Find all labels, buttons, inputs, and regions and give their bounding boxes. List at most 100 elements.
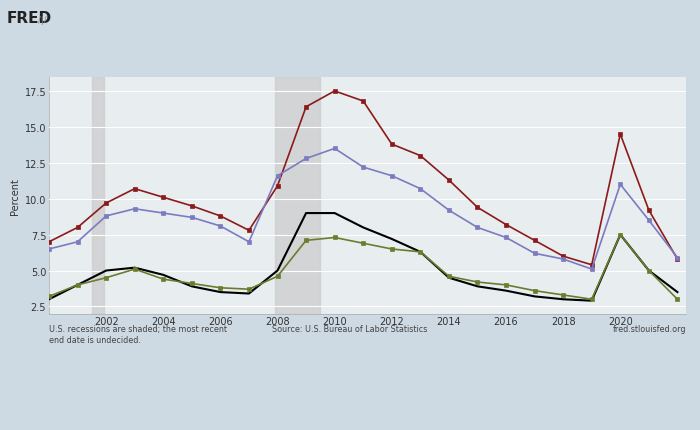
Unemployment Rate - 20 Yrs. & Over, Black or African American Men [388, 142, 396, 147]
Unemployment Rate - 20 Yrs. & Over, Black or African American Women [74, 283, 82, 288]
Unemployment Rate - 20 Yrs. & Over, Black or African American Men [330, 89, 339, 94]
Line: Unemployment Rate - 20 Yrs. & Over, Black or African American Men: Unemployment Rate - 20 Yrs. & Over, Blac… [47, 89, 680, 267]
Unemployment Rate - 20 Yrs. & Over, White Men [616, 233, 624, 238]
Unemployment Rate - 20 Yrs. & Over, White Men [473, 284, 482, 289]
Unemployment Rate - 20 Yrs. & Over, Black or African American Men [159, 195, 167, 200]
Unemployment Rate - 20 Yrs. & Over, Black or African American Women [502, 283, 510, 288]
Unemployment Rate - 20 Yrs. & Over, White Women [159, 211, 167, 216]
Unemployment Rate - 20 Yrs. & Over, White Women [502, 235, 510, 240]
Text: /|/: /|/ [38, 16, 47, 25]
Unemployment Rate - 20 Yrs. & Over, White Men [330, 211, 339, 216]
Unemployment Rate - 20 Yrs. & Over, White Women [273, 174, 281, 179]
Unemployment Rate - 20 Yrs. & Over, White Men [74, 283, 82, 288]
Unemployment Rate - 20 Yrs. & Over, Black or African American Men [502, 222, 510, 227]
Text: FRED: FRED [7, 11, 52, 26]
Line: Unemployment Rate - 20 Yrs. & Over, White Women: Unemployment Rate - 20 Yrs. & Over, Whit… [47, 147, 680, 272]
Unemployment Rate - 20 Yrs. & Over, White Women [74, 240, 82, 245]
Unemployment Rate - 20 Yrs. & Over, White Men [302, 211, 310, 216]
Unemployment Rate - 20 Yrs. & Over, White Men [359, 225, 368, 230]
Bar [92, 77, 104, 314]
Unemployment Rate - 20 Yrs. & Over, White Women [216, 224, 225, 229]
Unemployment Rate - 20 Yrs. & Over, Black or African American Women [444, 274, 453, 279]
Bar [275, 77, 321, 314]
Unemployment Rate - 20 Yrs. & Over, Black or African American Women [159, 277, 167, 282]
Unemployment Rate - 20 Yrs. & Over, Black or African American Men [188, 204, 196, 209]
Unemployment Rate - 20 Yrs. & Over, White Women [587, 267, 596, 272]
Unemployment Rate - 20 Yrs. & Over, Black or African American Women [416, 250, 424, 255]
Unemployment Rate - 20 Yrs. & Over, White Men [559, 297, 568, 302]
Line: Unemployment Rate - 20 Yrs. & Over, Black or African American Women: Unemployment Rate - 20 Yrs. & Over, Blac… [47, 233, 680, 302]
Unemployment Rate - 20 Yrs. & Over, White Men [188, 284, 196, 289]
Unemployment Rate - 20 Yrs. & Over, White Men [587, 298, 596, 304]
Unemployment Rate - 20 Yrs. & Over, White Men [502, 289, 510, 294]
Unemployment Rate - 20 Yrs. & Over, White Men [531, 294, 539, 299]
Unemployment Rate - 20 Yrs. & Over, White Women [616, 182, 624, 187]
Unemployment Rate - 20 Yrs. & Over, Black or African American Men [645, 208, 653, 213]
Line: Unemployment Rate - 20 Yrs. & Over, White Men: Unemployment Rate - 20 Yrs. & Over, Whit… [49, 214, 678, 301]
Unemployment Rate - 20 Yrs. & Over, White Women [245, 240, 253, 245]
Unemployment Rate - 20 Yrs. & Over, White Men [216, 290, 225, 295]
Unemployment Rate - 20 Yrs. & Over, White Women [359, 165, 368, 170]
Unemployment Rate - 20 Yrs. & Over, White Men [159, 273, 167, 278]
Unemployment Rate - 20 Yrs. & Over, Black or African American Women [645, 268, 653, 273]
Y-axis label: Percent: Percent [10, 177, 20, 214]
Unemployment Rate - 20 Yrs. & Over, Black or African American Men [245, 228, 253, 233]
Unemployment Rate - 20 Yrs. & Over, Black or African American Women [102, 276, 111, 281]
Unemployment Rate - 20 Yrs. & Over, Black or African American Women [531, 289, 539, 294]
Unemployment Rate - 20 Yrs. & Over, Black or African American Men [102, 201, 111, 206]
Unemployment Rate - 20 Yrs. & Over, Black or African American Men [531, 238, 539, 243]
Unemployment Rate - 20 Yrs. & Over, White Women [330, 147, 339, 152]
Text: fred.stlouisfed.org: fred.stlouisfed.org [612, 325, 686, 334]
Unemployment Rate - 20 Yrs. & Over, Black or African American Women [45, 294, 53, 299]
Unemployment Rate - 20 Yrs. & Over, Black or African American Women [302, 238, 310, 243]
Unemployment Rate - 20 Yrs. & Over, White Men [273, 268, 281, 273]
Unemployment Rate - 20 Yrs. & Over, Black or African American Men [473, 205, 482, 210]
Unemployment Rate - 20 Yrs. & Over, White Women [302, 157, 310, 162]
Unemployment Rate - 20 Yrs. & Over, Black or African American Women [473, 280, 482, 285]
Unemployment Rate - 20 Yrs. & Over, White Women [130, 207, 139, 212]
Unemployment Rate - 20 Yrs. & Over, White Women [531, 251, 539, 256]
Unemployment Rate - 20 Yrs. & Over, White Men [673, 290, 682, 295]
Unemployment Rate - 20 Yrs. & Over, Black or African American Men [273, 184, 281, 189]
Unemployment Rate - 20 Yrs. & Over, Black or African American Women [216, 286, 225, 291]
Unemployment Rate - 20 Yrs. & Over, White Men [45, 297, 53, 302]
Unemployment Rate - 20 Yrs. & Over, Black or African American Women [673, 297, 682, 302]
Unemployment Rate - 20 Yrs. & Over, Black or African American Men [559, 254, 568, 259]
Unemployment Rate - 20 Yrs. & Over, White Women [45, 247, 53, 252]
Unemployment Rate - 20 Yrs. & Over, Black or African American Men [302, 105, 310, 110]
Unemployment Rate - 20 Yrs. & Over, White Men [245, 291, 253, 296]
Unemployment Rate - 20 Yrs. & Over, White Women [645, 218, 653, 223]
Unemployment Rate - 20 Yrs. & Over, Black or African American Women [587, 297, 596, 302]
Unemployment Rate - 20 Yrs. & Over, White Men [645, 268, 653, 273]
Unemployment Rate - 20 Yrs. & Over, White Women [102, 214, 111, 219]
Text: U.S. recessions are shaded; the most recent
end date is undecided.: U.S. recessions are shaded; the most rec… [49, 325, 227, 344]
Unemployment Rate - 20 Yrs. & Over, White Women [416, 187, 424, 192]
Unemployment Rate - 20 Yrs. & Over, White Men [388, 237, 396, 242]
Unemployment Rate - 20 Yrs. & Over, White Men [130, 265, 139, 270]
Unemployment Rate - 20 Yrs. & Over, White Men [416, 250, 424, 255]
Unemployment Rate - 20 Yrs. & Over, Black or African American Women [616, 233, 624, 238]
Unemployment Rate - 20 Yrs. & Over, Black or African American Women [359, 241, 368, 246]
Unemployment Rate - 20 Yrs. & Over, Black or African American Women [330, 235, 339, 240]
Unemployment Rate - 20 Yrs. & Over, White Women [559, 257, 568, 262]
Unemployment Rate - 20 Yrs. & Over, Black or African American Women [388, 247, 396, 252]
Unemployment Rate - 20 Yrs. & Over, Black or African American Women [245, 287, 253, 292]
Unemployment Rate - 20 Yrs. & Over, White Women [473, 225, 482, 230]
Unemployment Rate - 20 Yrs. & Over, Black or African American Men [616, 132, 624, 137]
Unemployment Rate - 20 Yrs. & Over, Black or African American Women [559, 293, 568, 298]
Unemployment Rate - 20 Yrs. & Over, White Men [102, 268, 111, 273]
Unemployment Rate - 20 Yrs. & Over, Black or African American Men [130, 187, 139, 192]
Unemployment Rate - 20 Yrs. & Over, Black or African American Men [673, 257, 682, 262]
Unemployment Rate - 20 Yrs. & Over, White Women [188, 215, 196, 221]
Unemployment Rate - 20 Yrs. & Over, White Women [444, 208, 453, 213]
Unemployment Rate - 20 Yrs. & Over, Black or African American Women [130, 267, 139, 272]
Unemployment Rate - 20 Yrs. & Over, Black or African American Men [444, 178, 453, 183]
Unemployment Rate - 20 Yrs. & Over, Black or African American Men [587, 263, 596, 268]
Unemployment Rate - 20 Yrs. & Over, Black or African American Women [273, 274, 281, 279]
Unemployment Rate - 20 Yrs. & Over, White Women [673, 255, 682, 261]
Unemployment Rate - 20 Yrs. & Over, Black or African American Men [216, 214, 225, 219]
Unemployment Rate - 20 Yrs. & Over, Black or African American Men [416, 154, 424, 159]
Unemployment Rate - 20 Yrs. & Over, Black or African American Men [359, 99, 368, 104]
Unemployment Rate - 20 Yrs. & Over, White Women [388, 174, 396, 179]
Unemployment Rate - 20 Yrs. & Over, White Men [444, 276, 453, 281]
